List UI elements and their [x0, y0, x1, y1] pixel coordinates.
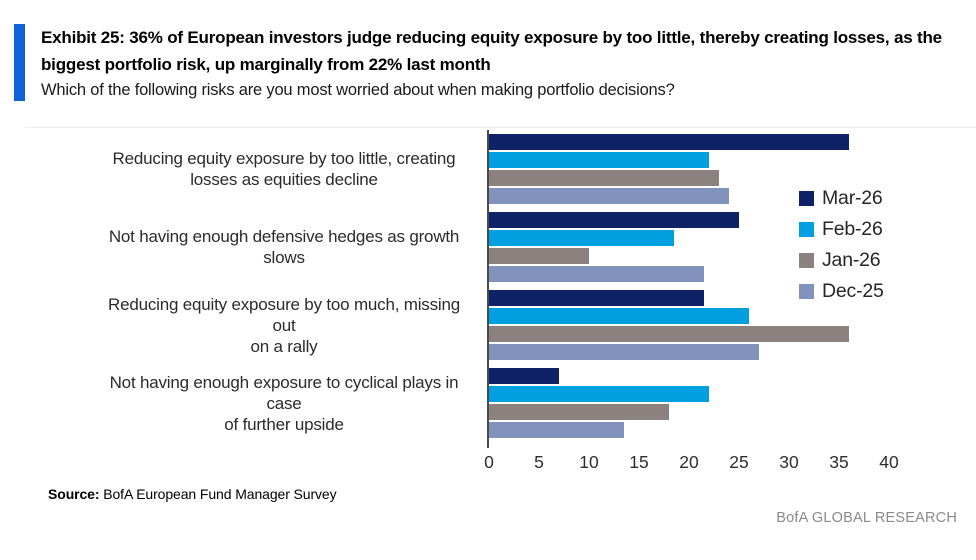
category-label-line: Not having enough defensive hedges as gr…	[108, 227, 460, 246]
x-tick-label: 40	[879, 452, 899, 472]
bar-mar-26	[489, 212, 739, 228]
bar-dec-25	[489, 188, 729, 204]
bar-jan-26	[489, 404, 669, 420]
branding-text: BofA GLOBAL RESEARCH	[776, 510, 957, 526]
bar-jan-26	[489, 170, 719, 186]
category-group: Not having enough defensive hedges as gr…	[0, 212, 976, 282]
legend-item: Feb-26	[799, 218, 884, 241]
header-text: Exhibit 25: 36% of European investors ju…	[41, 24, 949, 101]
exhibit-question: Which of the following risks are you mos…	[41, 81, 675, 99]
legend-label: Mar-26	[822, 187, 883, 209]
exhibit-header: Exhibit 25: 36% of European investors ju…	[14, 24, 949, 101]
category-label: Reducing equity exposure by too little, …	[0, 148, 473, 190]
category-label-line: of further upside	[224, 414, 344, 434]
exhibit-title: Exhibit 25: 36% of European investors ju…	[41, 28, 942, 74]
x-tick-label: 0	[484, 452, 494, 472]
bar-jan-26	[489, 326, 849, 342]
bar-feb-26	[489, 386, 709, 402]
source-line: Source: BofA European Fund Manager Surve…	[48, 486, 337, 502]
x-tick-label: 30	[779, 452, 799, 472]
bar-dec-25	[489, 422, 624, 438]
bar-feb-26	[489, 230, 674, 246]
legend-swatch-icon	[799, 191, 814, 206]
bar-group	[489, 368, 976, 438]
bar-group	[489, 212, 976, 282]
legend-label: Jan-26	[822, 249, 881, 271]
source-label: Source:	[48, 486, 100, 502]
bar-jan-26	[489, 248, 589, 264]
grouped-bar-chart: Reducing equity exposure by too little, …	[0, 130, 976, 475]
category-label: Not having enough exposure to cyclical p…	[0, 372, 473, 435]
x-tick-label: 20	[679, 452, 699, 472]
category-label-line: on a rally	[250, 336, 318, 356]
category-label: Reducing equity exposure by too much, mi…	[0, 294, 473, 357]
chart-rows: Reducing equity exposure by too little, …	[0, 134, 976, 446]
x-tick-label: 35	[829, 452, 849, 472]
bar-feb-26	[489, 152, 709, 168]
category-group: Reducing equity exposure by too little, …	[0, 134, 976, 204]
legend-label: Feb-26	[822, 218, 883, 240]
bar-mar-26	[489, 290, 704, 306]
legend-label: Dec-25	[822, 280, 884, 302]
category-label-line: slows	[263, 248, 305, 267]
legend-item: Jan-26	[799, 249, 884, 272]
category-label-line: Reducing equity exposure by too little, …	[112, 149, 456, 168]
category-group: Reducing equity exposure by too much, mi…	[0, 290, 976, 360]
y-axis-line	[487, 130, 489, 448]
bar-dec-25	[489, 266, 704, 282]
category-group: Not having enough exposure to cyclical p…	[0, 368, 976, 438]
legend-item: Mar-26	[799, 187, 884, 210]
source-text: BofA European Fund Manager Survey	[99, 486, 337, 502]
legend-swatch-icon	[799, 253, 814, 268]
title-accent-bar	[14, 24, 25, 101]
category-label-line: Not having enough exposure to cyclical p…	[109, 372, 459, 413]
category-label: Not having enough defensive hedges as gr…	[0, 226, 473, 268]
legend-swatch-icon	[799, 222, 814, 237]
x-tick-label: 5	[534, 452, 544, 472]
bar-dec-25	[489, 344, 759, 360]
x-tick-label: 25	[729, 452, 749, 472]
legend-item: Dec-25	[799, 280, 884, 303]
header-divider	[25, 127, 976, 128]
category-label-line: losses as equities decline	[190, 170, 378, 189]
bar-feb-26	[489, 308, 749, 324]
bar-group	[489, 134, 976, 204]
bar-group	[489, 290, 976, 360]
bar-mar-26	[489, 134, 849, 150]
bar-mar-26	[489, 368, 559, 384]
category-label-line: Reducing equity exposure by too much, mi…	[108, 294, 460, 335]
x-tick-label: 10	[579, 452, 599, 472]
chart-legend: Mar-26 Feb-26 Jan-26 Dec-25	[799, 187, 884, 311]
x-tick-label: 15	[629, 452, 649, 472]
x-axis-ticks: 0 5 10 15 20 25 30 35 40	[484, 452, 909, 474]
legend-swatch-icon	[799, 284, 814, 299]
